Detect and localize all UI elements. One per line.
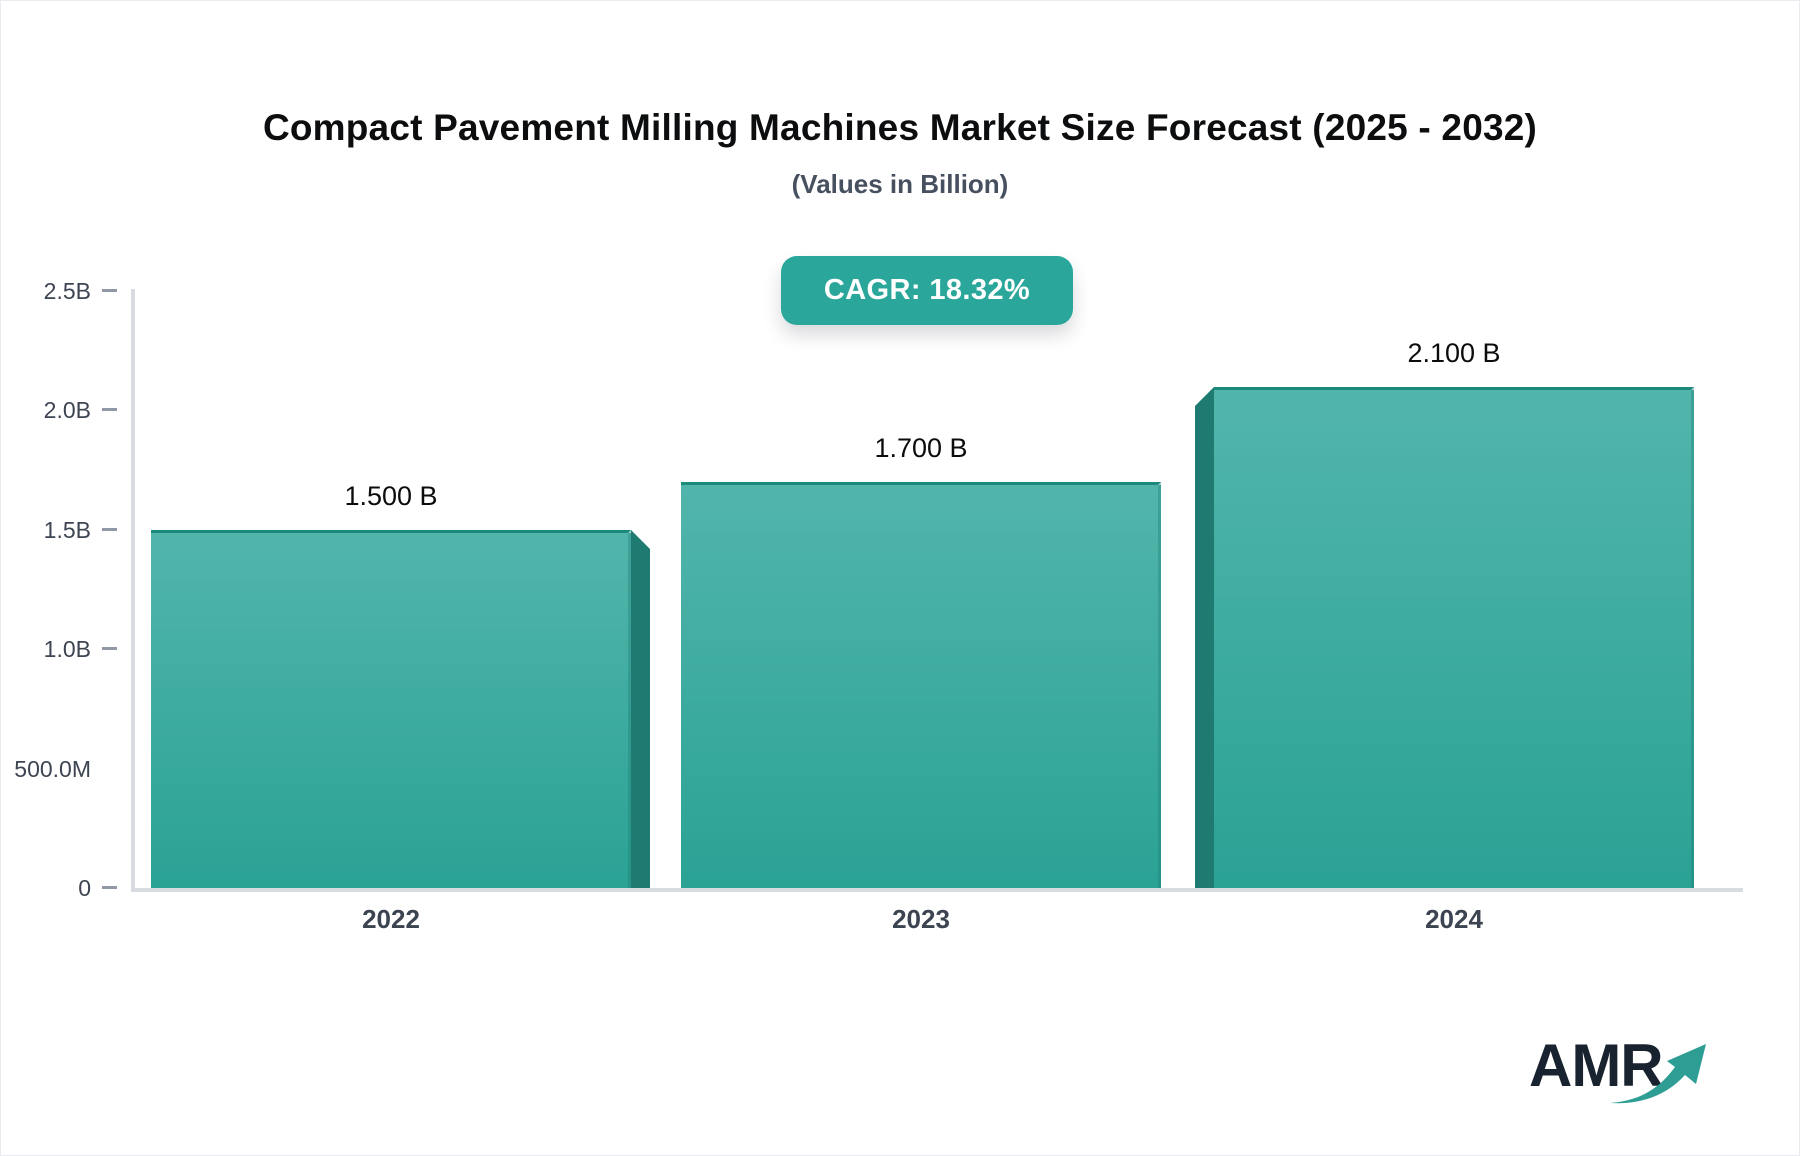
- bar-value-label: 1.500 B: [344, 481, 438, 511]
- cagr-badge: CAGR: 18.32%: [781, 256, 1073, 325]
- y-tick-label: 2.0B: [43, 397, 91, 423]
- x-axis-label: 2023: [892, 904, 950, 934]
- amr-logo: AMR: [1521, 1023, 1731, 1123]
- bar-value-label: 2.100 B: [1407, 338, 1501, 368]
- bar-side-panel: [631, 530, 650, 888]
- bar-value-label: 1.700 B: [874, 433, 968, 463]
- x-axis-line: [131, 888, 1743, 892]
- y-tick-mark: [102, 528, 117, 531]
- y-tick-label: 1.5B: [43, 517, 91, 543]
- x-axis-label: 2024: [1425, 904, 1483, 934]
- y-tick-mark: [102, 289, 117, 292]
- bar-side-panel: [1195, 387, 1214, 888]
- y-tick-label: 0: [78, 875, 91, 901]
- y-axis-line: [131, 289, 135, 890]
- bar-2023[interactable]: [681, 482, 1161, 888]
- bar-2022[interactable]: [151, 530, 631, 888]
- y-tick-label: 2.5B: [43, 278, 91, 304]
- chart-subtitle: (Values in Billion): [791, 169, 1009, 199]
- y-tick-mark: [102, 408, 117, 411]
- x-axis-label: 2022: [362, 904, 420, 934]
- y-tick-label: 1.0B: [43, 636, 91, 662]
- chart-title: Compact Pavement Milling Machines Market…: [262, 107, 1538, 148]
- y-tick-label: 500.0M: [14, 756, 91, 782]
- y-tick-mark: [102, 886, 117, 889]
- cagr-badge-label: CAGR: 18.32%: [823, 274, 1031, 306]
- amr-logo-text: AMR: [1529, 1032, 1664, 1099]
- bar-2024[interactable]: [1214, 387, 1694, 888]
- amr-logo-arrow-icon: [1610, 1044, 1706, 1104]
- y-tick-mark: [102, 647, 117, 650]
